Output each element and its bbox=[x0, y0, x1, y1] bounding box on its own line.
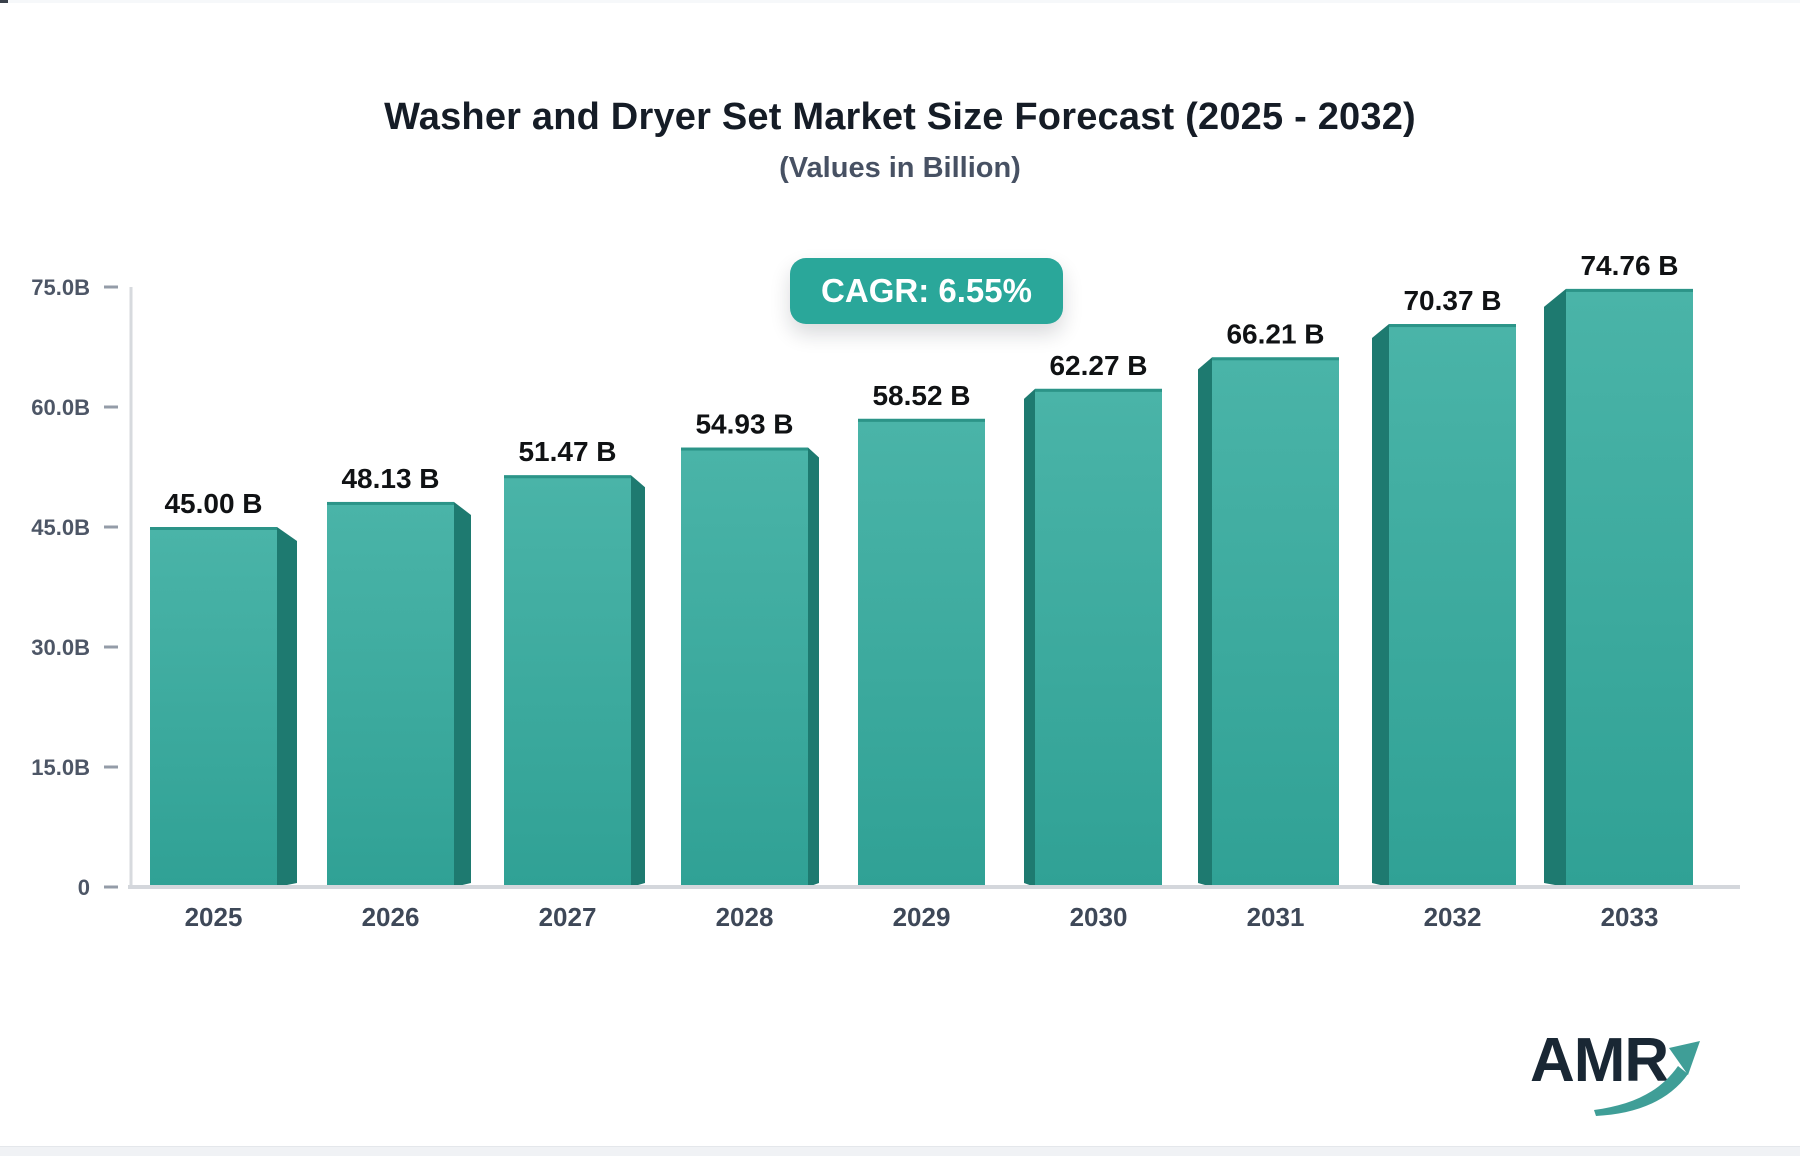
bar-3d-side bbox=[808, 447, 819, 887]
bar-3d-side bbox=[1372, 324, 1389, 887]
y-tick-label-0: 0 bbox=[78, 875, 90, 900]
y-tick-label-45.0B: 45.0B bbox=[31, 515, 90, 540]
bar-top-edge bbox=[681, 447, 808, 451]
bar-3d-side bbox=[277, 527, 297, 887]
y-tick-mark bbox=[104, 765, 118, 769]
bar-2030: 62.27 B 2030 bbox=[1024, 350, 1162, 932]
bar-face bbox=[1035, 388, 1162, 887]
bar-face bbox=[1389, 324, 1516, 887]
bar-2027: 51.47 B 2027 bbox=[504, 436, 645, 932]
x-axis-label-2033: 2033 bbox=[1601, 902, 1659, 932]
y-tick-label-15.0B: 15.0B bbox=[31, 755, 90, 780]
bar-top-edge bbox=[858, 418, 985, 422]
x-axis-label-2025: 2025 bbox=[185, 902, 243, 932]
bar-value-label: 45.00 B bbox=[164, 488, 262, 519]
screen-corner-artifact bbox=[0, 0, 8, 3]
bar-top-edge bbox=[504, 475, 631, 479]
x-axis-label-2027: 2027 bbox=[539, 902, 597, 932]
bar-2033: 74.76 B 2033 bbox=[1544, 250, 1693, 932]
bar-value-label: 70.37 B bbox=[1403, 285, 1501, 316]
bar-value-label: 66.21 B bbox=[1226, 318, 1324, 349]
bar-top-edge bbox=[1212, 357, 1339, 361]
x-axis-label-2032: 2032 bbox=[1424, 902, 1482, 932]
bar-value-label: 74.76 B bbox=[1580, 250, 1678, 281]
y-tick-label-60.0B: 60.0B bbox=[31, 395, 90, 420]
x-axis-line bbox=[128, 885, 1740, 889]
y-axis-line bbox=[129, 287, 133, 889]
bar-top-edge bbox=[1566, 288, 1693, 292]
bar-2031: 66.21 B 2031 bbox=[1198, 318, 1339, 932]
bar-value-label: 62.27 B bbox=[1049, 350, 1147, 381]
bar-face bbox=[504, 475, 631, 887]
bar-3d-side bbox=[1024, 388, 1035, 887]
bar-value-label: 58.52 B bbox=[872, 380, 970, 411]
bar-3d-side bbox=[454, 501, 471, 887]
cagr-badge-label: CAGR: 6.55% bbox=[821, 272, 1032, 309]
bar-face bbox=[1566, 288, 1693, 887]
bar-2028: 54.93 B 2028 bbox=[681, 409, 819, 932]
chart-title: Washer and Dryer Set Market Size Forecas… bbox=[384, 96, 1416, 138]
y-tick-mark bbox=[104, 405, 118, 409]
x-axis-label-2030: 2030 bbox=[1070, 902, 1128, 932]
bar-3d-side bbox=[1544, 288, 1566, 887]
chart-subtitle: (Values in Billion) bbox=[779, 152, 1021, 184]
bar-face bbox=[327, 501, 454, 887]
bar-3d-side bbox=[631, 475, 645, 887]
bar-value-label: 51.47 B bbox=[518, 436, 616, 467]
bar-2025: 45.00 B 2025 bbox=[150, 488, 297, 932]
bar-2029: 58.52 B 2029 bbox=[858, 380, 985, 932]
page-top-border bbox=[0, 0, 1800, 3]
x-axis-label-2028: 2028 bbox=[716, 902, 774, 932]
logo-growth-arrow-icon bbox=[1594, 1041, 1700, 1116]
bar-top-edge bbox=[150, 527, 277, 530]
bar-top-edge bbox=[1389, 324, 1516, 328]
y-tick-mark bbox=[104, 285, 118, 289]
x-axis-label-2026: 2026 bbox=[362, 902, 420, 932]
x-axis-label-2029: 2029 bbox=[893, 902, 951, 932]
x-axis-label-2031: 2031 bbox=[1247, 902, 1305, 932]
y-tick-mark bbox=[104, 885, 118, 889]
amr-logo: AMR bbox=[1528, 1030, 1728, 1125]
y-tick-label-75.0B: 75.0B bbox=[31, 275, 90, 300]
y-tick-mark bbox=[104, 645, 118, 649]
page-bottom-border bbox=[0, 1146, 1800, 1156]
bar-3d-side bbox=[1198, 357, 1212, 887]
bar-top-edge bbox=[1035, 388, 1162, 392]
bar-face bbox=[681, 447, 808, 887]
bar-face bbox=[150, 527, 277, 887]
y-tick-label-30.0B: 30.0B bbox=[31, 635, 90, 660]
bar-face bbox=[1212, 357, 1339, 887]
bar-2032: 70.37 B 2032 bbox=[1372, 285, 1516, 932]
bar-top-edge bbox=[327, 501, 454, 505]
bar-value-label: 48.13 B bbox=[341, 463, 439, 494]
bar-value-label: 54.93 B bbox=[695, 409, 793, 440]
y-tick-mark bbox=[104, 525, 118, 529]
cagr-badge: CAGR: 6.55% bbox=[790, 258, 1063, 324]
amr-logo-text: AMR bbox=[1530, 1026, 1669, 1095]
bar-face bbox=[858, 418, 985, 887]
bar-2026: 48.13 B 2026 bbox=[327, 463, 471, 932]
